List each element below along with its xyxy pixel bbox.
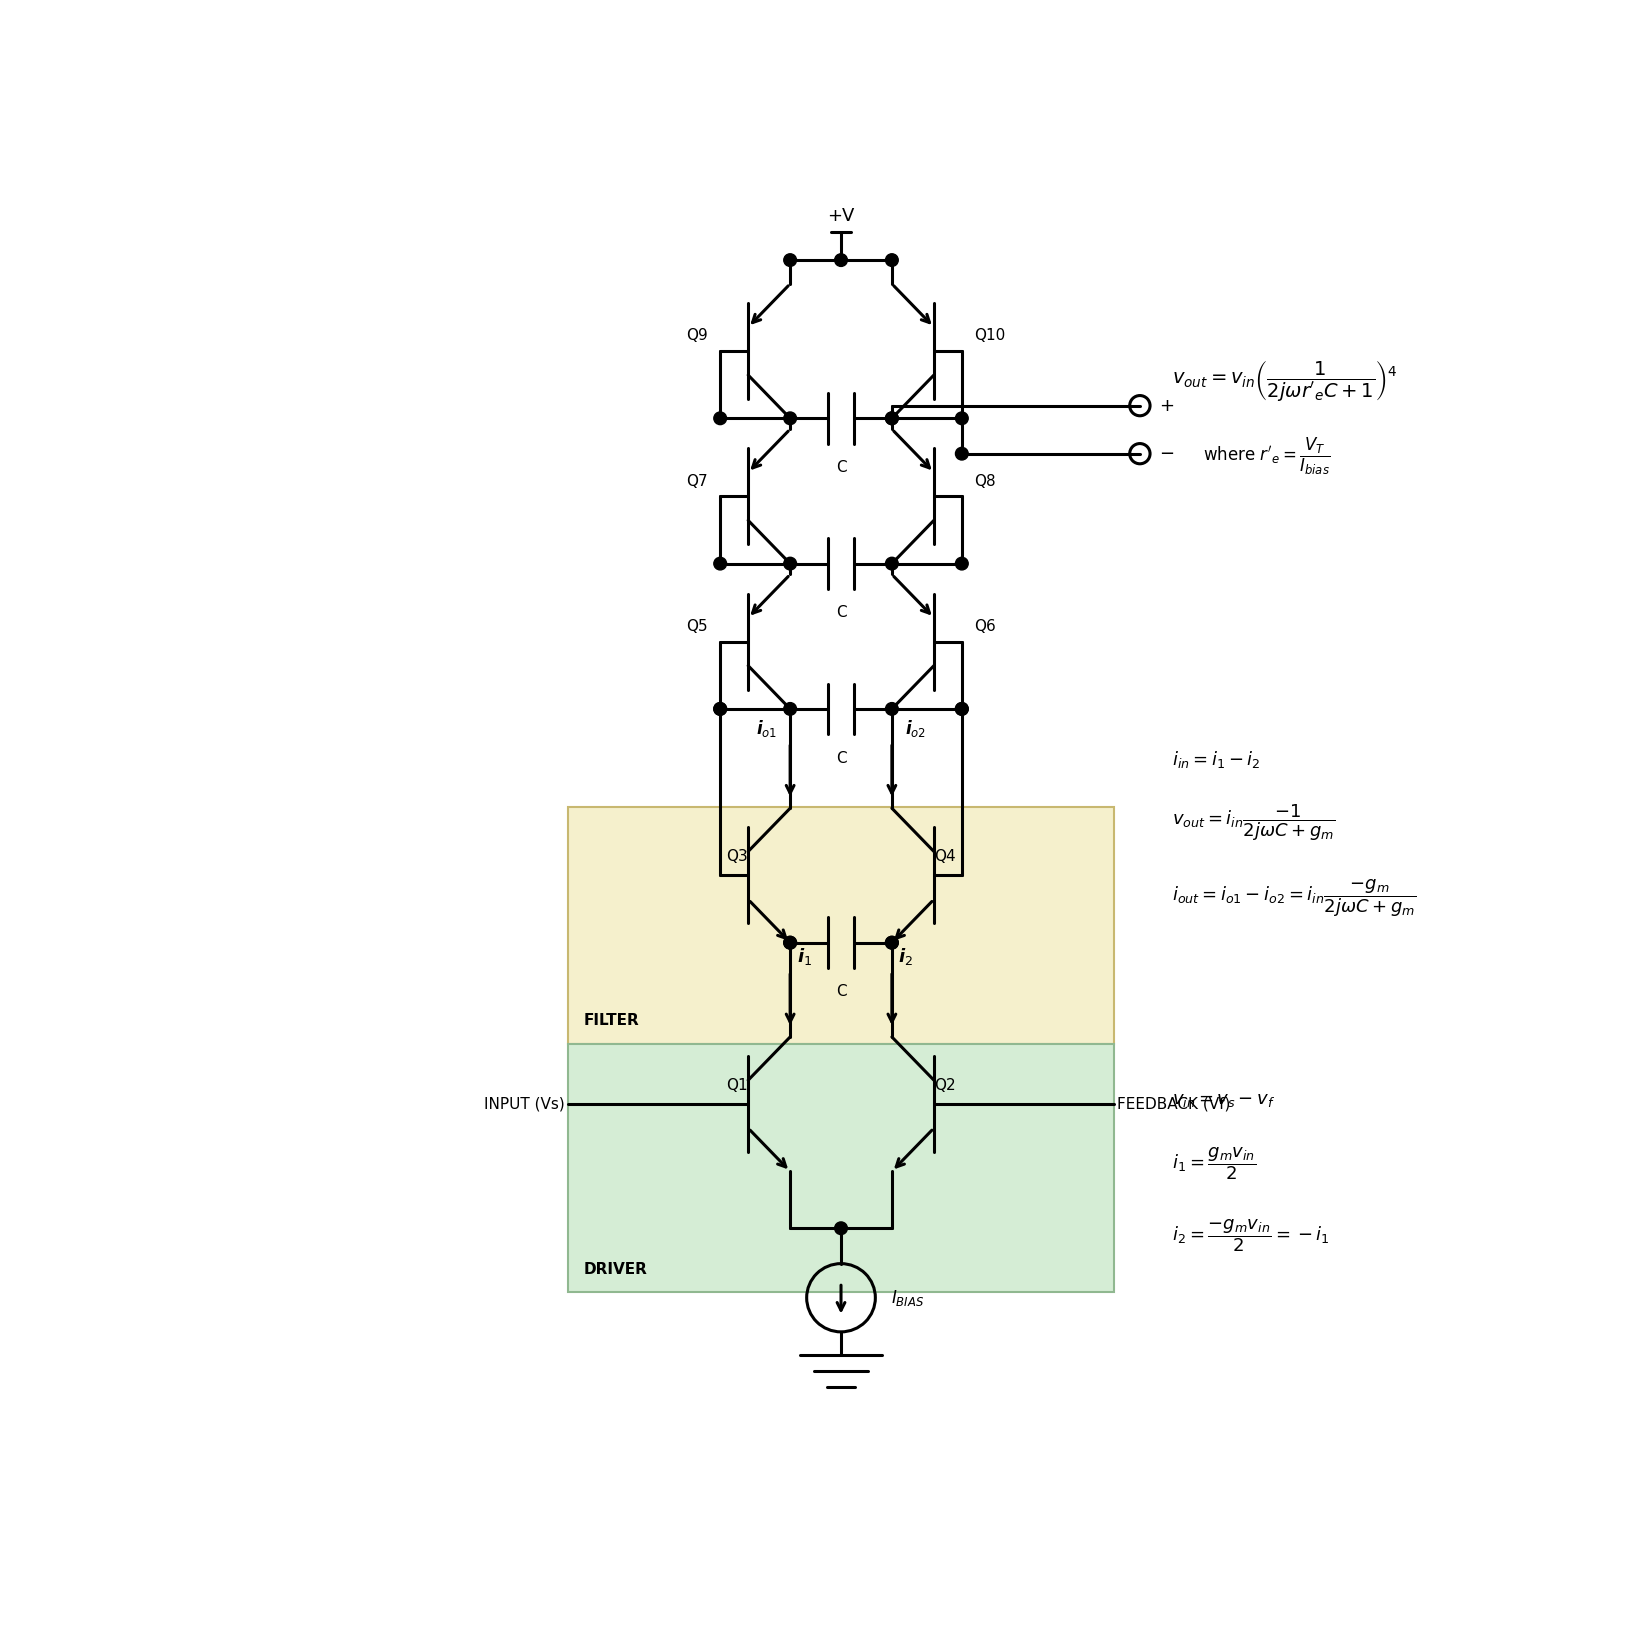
Circle shape	[784, 558, 796, 569]
Text: DRIVER: DRIVER	[584, 1262, 648, 1277]
Circle shape	[886, 558, 898, 569]
Text: C: C	[835, 459, 847, 474]
Circle shape	[886, 937, 898, 948]
Text: FEEDBACK (Vf): FEEDBACK (Vf)	[1118, 1096, 1231, 1111]
Circle shape	[955, 448, 968, 459]
Text: $i_2 = \dfrac{-g_m v_{in}}{2} = -i_1$: $i_2 = \dfrac{-g_m v_{in}}{2} = -i_1$	[1172, 1218, 1329, 1254]
Text: Q4: Q4	[934, 848, 955, 865]
Circle shape	[886, 254, 898, 266]
Text: $i_{out} = i_{o1} - i_{o2} = i_{in} \dfrac{-g_m}{2j\omega C+g_m}$: $i_{out} = i_{o1} - i_{o2} = i_{in} \dfr…	[1172, 878, 1416, 919]
Text: FILTER: FILTER	[584, 1014, 640, 1029]
Text: $v_{out} = v_{in} \left( \dfrac{1}{2j\omega r'_e C+1} \right)^{4}$: $v_{out} = v_{in} \left( \dfrac{1}{2j\om…	[1172, 358, 1398, 402]
Text: $\boldsymbol{i}_{2}$: $\boldsymbol{i}_{2}$	[898, 947, 914, 968]
Circle shape	[955, 558, 968, 569]
Text: Q10: Q10	[975, 328, 1006, 343]
FancyBboxPatch shape	[568, 807, 1114, 1044]
Text: $v_{out} = i_{in} \dfrac{-1}{2j\omega C+g_m}$: $v_{out} = i_{in} \dfrac{-1}{2j\omega C+…	[1172, 802, 1334, 843]
Text: Q9: Q9	[686, 328, 707, 343]
Text: where $r'_e = \dfrac{V_T}{I_{bias}}$: where $r'_e = \dfrac{V_T}{I_{bias}}$	[1203, 435, 1331, 476]
Circle shape	[714, 558, 727, 569]
Text: −: −	[1159, 445, 1173, 463]
Text: Q6: Q6	[975, 619, 996, 633]
Text: Q8: Q8	[975, 474, 996, 489]
FancyBboxPatch shape	[568, 1044, 1114, 1293]
Text: INPUT (Vs): INPUT (Vs)	[484, 1096, 565, 1111]
Circle shape	[835, 254, 847, 266]
Text: Q3: Q3	[727, 848, 748, 865]
Circle shape	[835, 1223, 847, 1234]
Text: +V: +V	[827, 207, 855, 225]
Text: C: C	[835, 985, 847, 999]
Circle shape	[784, 937, 796, 948]
Circle shape	[886, 937, 898, 948]
Circle shape	[886, 412, 898, 425]
Text: $\boldsymbol{i}_{o2}$: $\boldsymbol{i}_{o2}$	[904, 717, 926, 738]
Text: $\boldsymbol{i}_{o1}$: $\boldsymbol{i}_{o1}$	[757, 717, 778, 738]
Text: C: C	[835, 606, 847, 620]
Text: $i_{in} = i_1 - i_2$: $i_{in} = i_1 - i_2$	[1172, 748, 1260, 770]
Text: $I_{BIAS}$: $I_{BIAS}$	[891, 1288, 924, 1308]
Text: $v_{in} = v_s - v_f$: $v_{in} = v_s - v_f$	[1172, 1091, 1275, 1109]
Circle shape	[784, 254, 796, 266]
Circle shape	[714, 412, 727, 425]
Circle shape	[886, 412, 898, 425]
Circle shape	[784, 702, 796, 715]
Circle shape	[714, 702, 727, 715]
Circle shape	[886, 702, 898, 715]
Circle shape	[784, 412, 796, 425]
Circle shape	[955, 702, 968, 715]
Text: +: +	[1159, 397, 1173, 415]
Text: Q1: Q1	[727, 1078, 748, 1093]
Text: $\boldsymbol{i}_{1}$: $\boldsymbol{i}_{1}$	[796, 947, 812, 968]
Text: Q2: Q2	[934, 1078, 955, 1093]
Text: Q5: Q5	[686, 619, 707, 633]
Circle shape	[784, 937, 796, 948]
Circle shape	[714, 702, 727, 715]
Text: C: C	[835, 750, 847, 766]
Text: $i_1 = \dfrac{g_m v_{in}}{2}$: $i_1 = \dfrac{g_m v_{in}}{2}$	[1172, 1145, 1255, 1182]
Circle shape	[955, 702, 968, 715]
Circle shape	[955, 412, 968, 425]
Text: Q7: Q7	[686, 474, 707, 489]
